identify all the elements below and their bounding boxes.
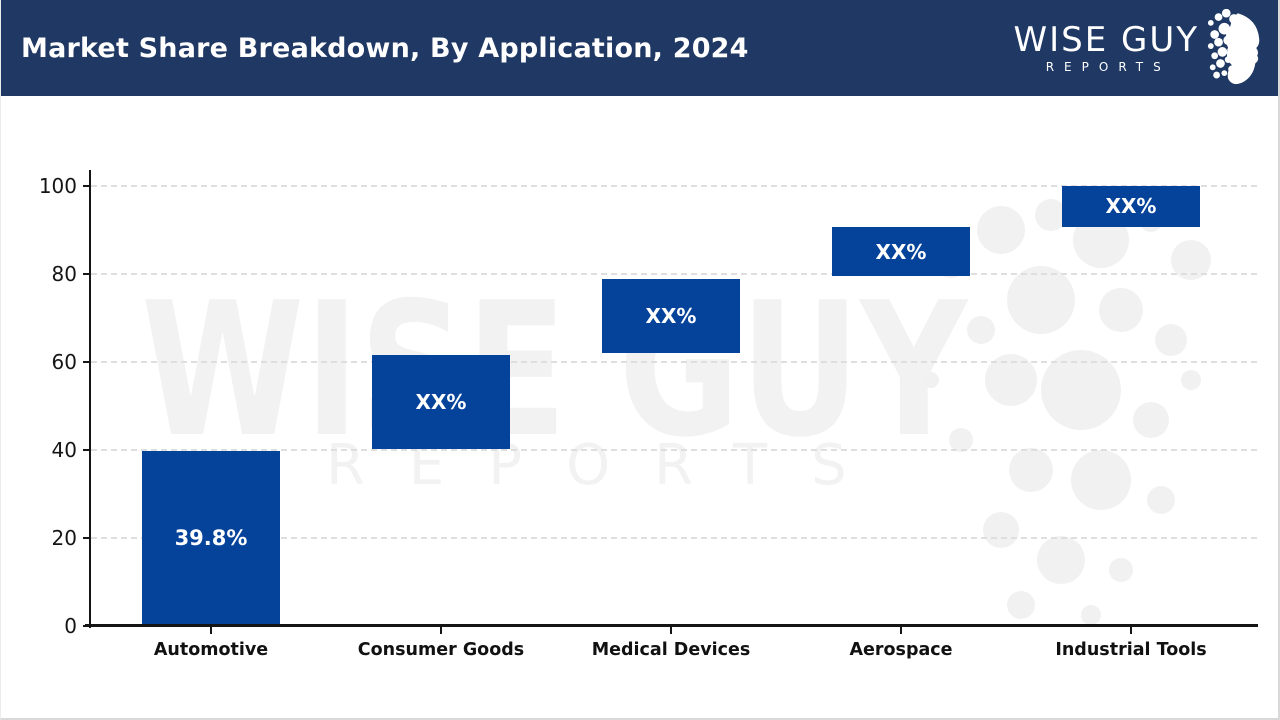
bar-automotive: 39.8% bbox=[142, 450, 280, 626]
x-axis-category-label: Medical Devices bbox=[591, 640, 751, 660]
x-axis-tick bbox=[440, 627, 442, 634]
x-axis-category-label: Aerospace bbox=[849, 640, 953, 660]
x-axis-tick bbox=[210, 627, 212, 634]
bar-value-label: XX% bbox=[415, 389, 467, 414]
gridline bbox=[91, 273, 1257, 275]
y-axis-tick-label: 80 bbox=[51, 262, 77, 286]
bar-value-label: XX% bbox=[645, 304, 697, 328]
x-axis-category-label: Industrial Tools bbox=[1055, 640, 1207, 660]
x-axis-category-label: Consumer Goods bbox=[357, 640, 525, 660]
y-axis-tick-label: 40 bbox=[51, 438, 77, 462]
y-axis-tick bbox=[83, 273, 91, 275]
bar-industrial-tools: XX% bbox=[1062, 186, 1200, 227]
bar-medical-devices: XX% bbox=[602, 278, 740, 354]
gridline bbox=[91, 185, 1257, 187]
logo-face-icon bbox=[1207, 9, 1260, 85]
y-axis-tick-label: 100 bbox=[38, 174, 77, 198]
header-bar: Market Share Breakdown, By Application, … bbox=[1, 0, 1278, 96]
y-axis-line bbox=[89, 170, 91, 628]
y-axis-tick bbox=[83, 361, 91, 363]
y-axis-tick bbox=[83, 449, 91, 451]
bar-aerospace: XX% bbox=[832, 226, 970, 277]
gridline bbox=[91, 449, 1257, 451]
y-axis-tick bbox=[83, 537, 91, 539]
wiseguy-logo: WISE GUY REPORTS bbox=[1013, 9, 1263, 87]
logo-subtext: REPORTS bbox=[1045, 60, 1171, 74]
y-axis-tick bbox=[83, 185, 91, 187]
bar-value-label: XX% bbox=[1105, 194, 1157, 219]
gridline bbox=[91, 361, 1257, 363]
y-axis-tick-label: 0 bbox=[64, 614, 77, 638]
x-axis-line bbox=[85, 624, 1258, 627]
bar-value-label: 39.8% bbox=[174, 526, 248, 551]
gridline bbox=[91, 537, 1257, 539]
y-axis-tick-label: 20 bbox=[51, 526, 77, 550]
bar-value-label: XX% bbox=[875, 239, 927, 264]
watermark-wordmark: WISE GUY bbox=[141, 262, 968, 478]
x-axis-category-label: Automotive bbox=[153, 640, 269, 660]
logo-wordmark: WISE GUY bbox=[1013, 20, 1199, 60]
x-axis-tick bbox=[1130, 627, 1132, 634]
chart-title: Market Share Breakdown, By Application, … bbox=[21, 32, 749, 64]
x-axis-tick bbox=[900, 627, 902, 634]
x-axis-tick bbox=[670, 627, 672, 634]
y-axis-tick-label: 60 bbox=[51, 350, 77, 374]
bar-consumer-goods: XX% bbox=[372, 354, 510, 450]
